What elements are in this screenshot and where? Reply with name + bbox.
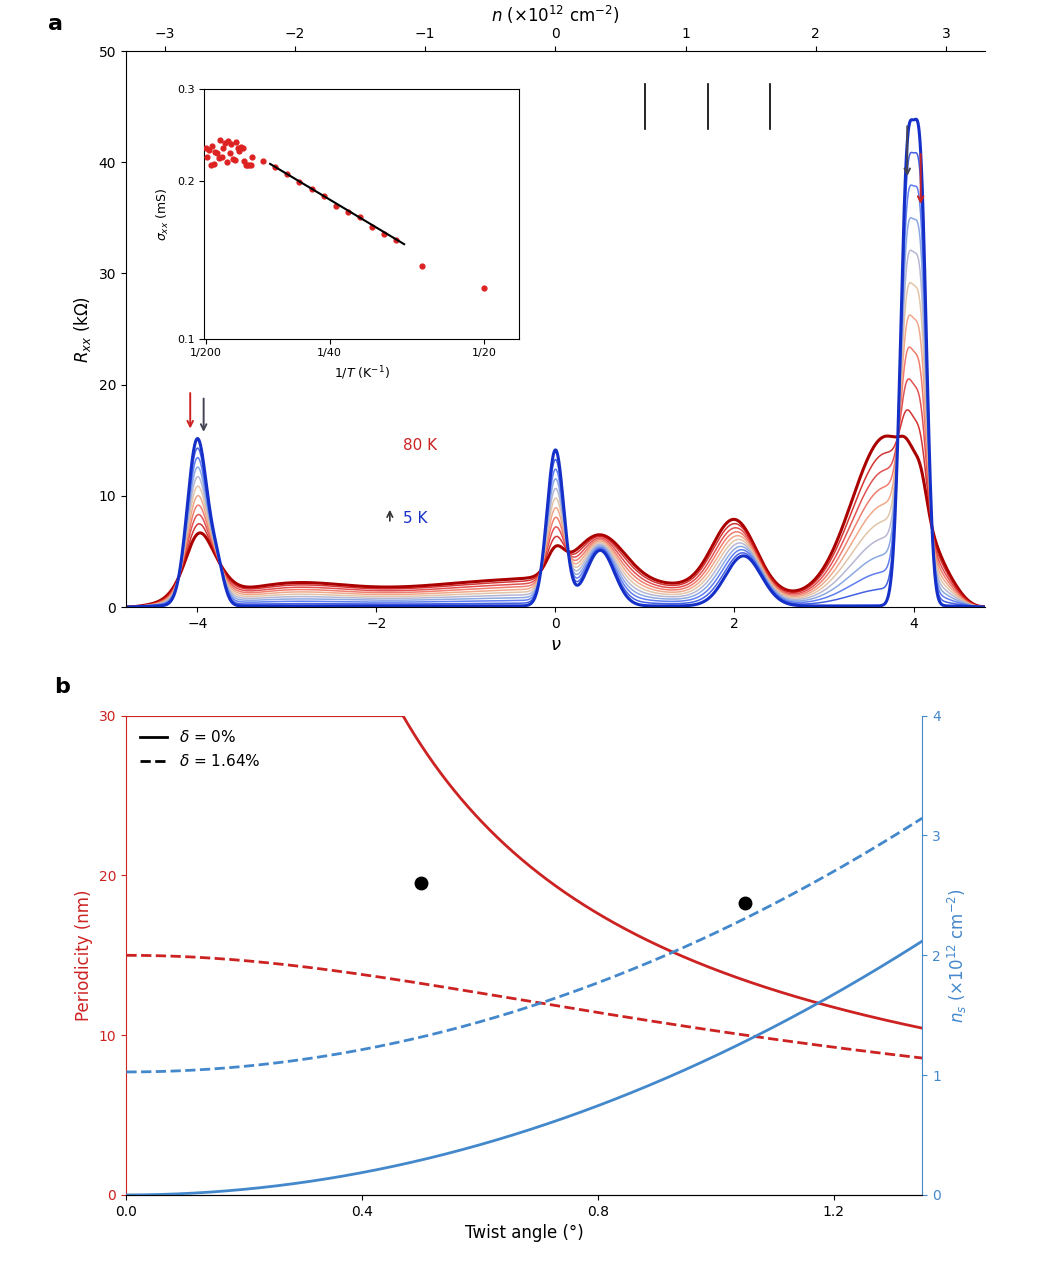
- Point: [267, 157, 284, 178]
- Point: [241, 155, 258, 175]
- Point: [227, 132, 244, 152]
- Point: [279, 164, 296, 184]
- Legend: $\delta$ = 0%, $\delta$ = 1.64%: $\delta$ = 0%, $\delta$ = 1.64%: [133, 723, 267, 776]
- Point: [223, 134, 240, 155]
- X-axis label: $n$ ($\times$10$^{12}$ cm$^{-2}$): $n$ ($\times$10$^{12}$ cm$^{-2}$): [492, 4, 619, 26]
- Point: [238, 155, 255, 175]
- Point: [303, 179, 320, 199]
- Point: [215, 138, 232, 158]
- Point: [340, 202, 356, 222]
- Point: [205, 155, 222, 175]
- Point: [364, 216, 380, 236]
- Point: [204, 135, 221, 156]
- Point: [208, 142, 224, 162]
- Y-axis label: Periodicity (nm): Periodicity (nm): [74, 889, 93, 1021]
- Text: b: b: [54, 676, 70, 697]
- Point: [351, 207, 368, 227]
- X-axis label: $\nu$: $\nu$: [549, 636, 562, 654]
- Point: [255, 151, 271, 171]
- Point: [388, 229, 405, 249]
- Point: [414, 256, 431, 276]
- Point: [217, 133, 234, 153]
- X-axis label: $1/T$ (K$^{-1}$): $1/T$ (K$^{-1}$): [333, 364, 390, 382]
- Point: [218, 151, 235, 171]
- Point: [327, 196, 344, 216]
- Point: [231, 141, 247, 161]
- Point: [224, 148, 241, 169]
- Point: [220, 132, 237, 152]
- Point: [202, 155, 219, 175]
- X-axis label: Twist angle (°): Twist angle (°): [464, 1224, 584, 1242]
- Point: [230, 138, 246, 158]
- Point: [200, 139, 217, 160]
- Point: [239, 155, 256, 175]
- Y-axis label: $R_{xx}$ (k$\Omega$): $R_{xx}$ (k$\Omega$): [72, 295, 93, 363]
- Point: [315, 185, 332, 206]
- Point: [476, 277, 493, 298]
- Point: [221, 142, 238, 162]
- Point: [291, 173, 308, 193]
- Point: [212, 130, 228, 151]
- Point: [211, 148, 227, 169]
- Point: [209, 142, 225, 162]
- Y-axis label: $n_s$ ($\times$10$^{12}$ cm$^{-2}$): $n_s$ ($\times$10$^{12}$ cm$^{-2}$): [946, 888, 969, 1022]
- Point: [197, 138, 214, 158]
- Point: [242, 155, 259, 175]
- Text: a: a: [48, 14, 64, 35]
- Point: [236, 151, 253, 171]
- Text: 80 K: 80 K: [403, 438, 437, 454]
- Point: [199, 147, 216, 167]
- Point: [375, 224, 392, 244]
- Point: [214, 146, 231, 166]
- Point: [244, 147, 261, 167]
- Y-axis label: $\sigma_{xx}$ (mS): $\sigma_{xx}$ (mS): [155, 188, 171, 240]
- Text: 5 K: 5 K: [403, 511, 428, 525]
- Point: [226, 150, 243, 170]
- Point: [233, 137, 249, 157]
- Point: [235, 137, 252, 157]
